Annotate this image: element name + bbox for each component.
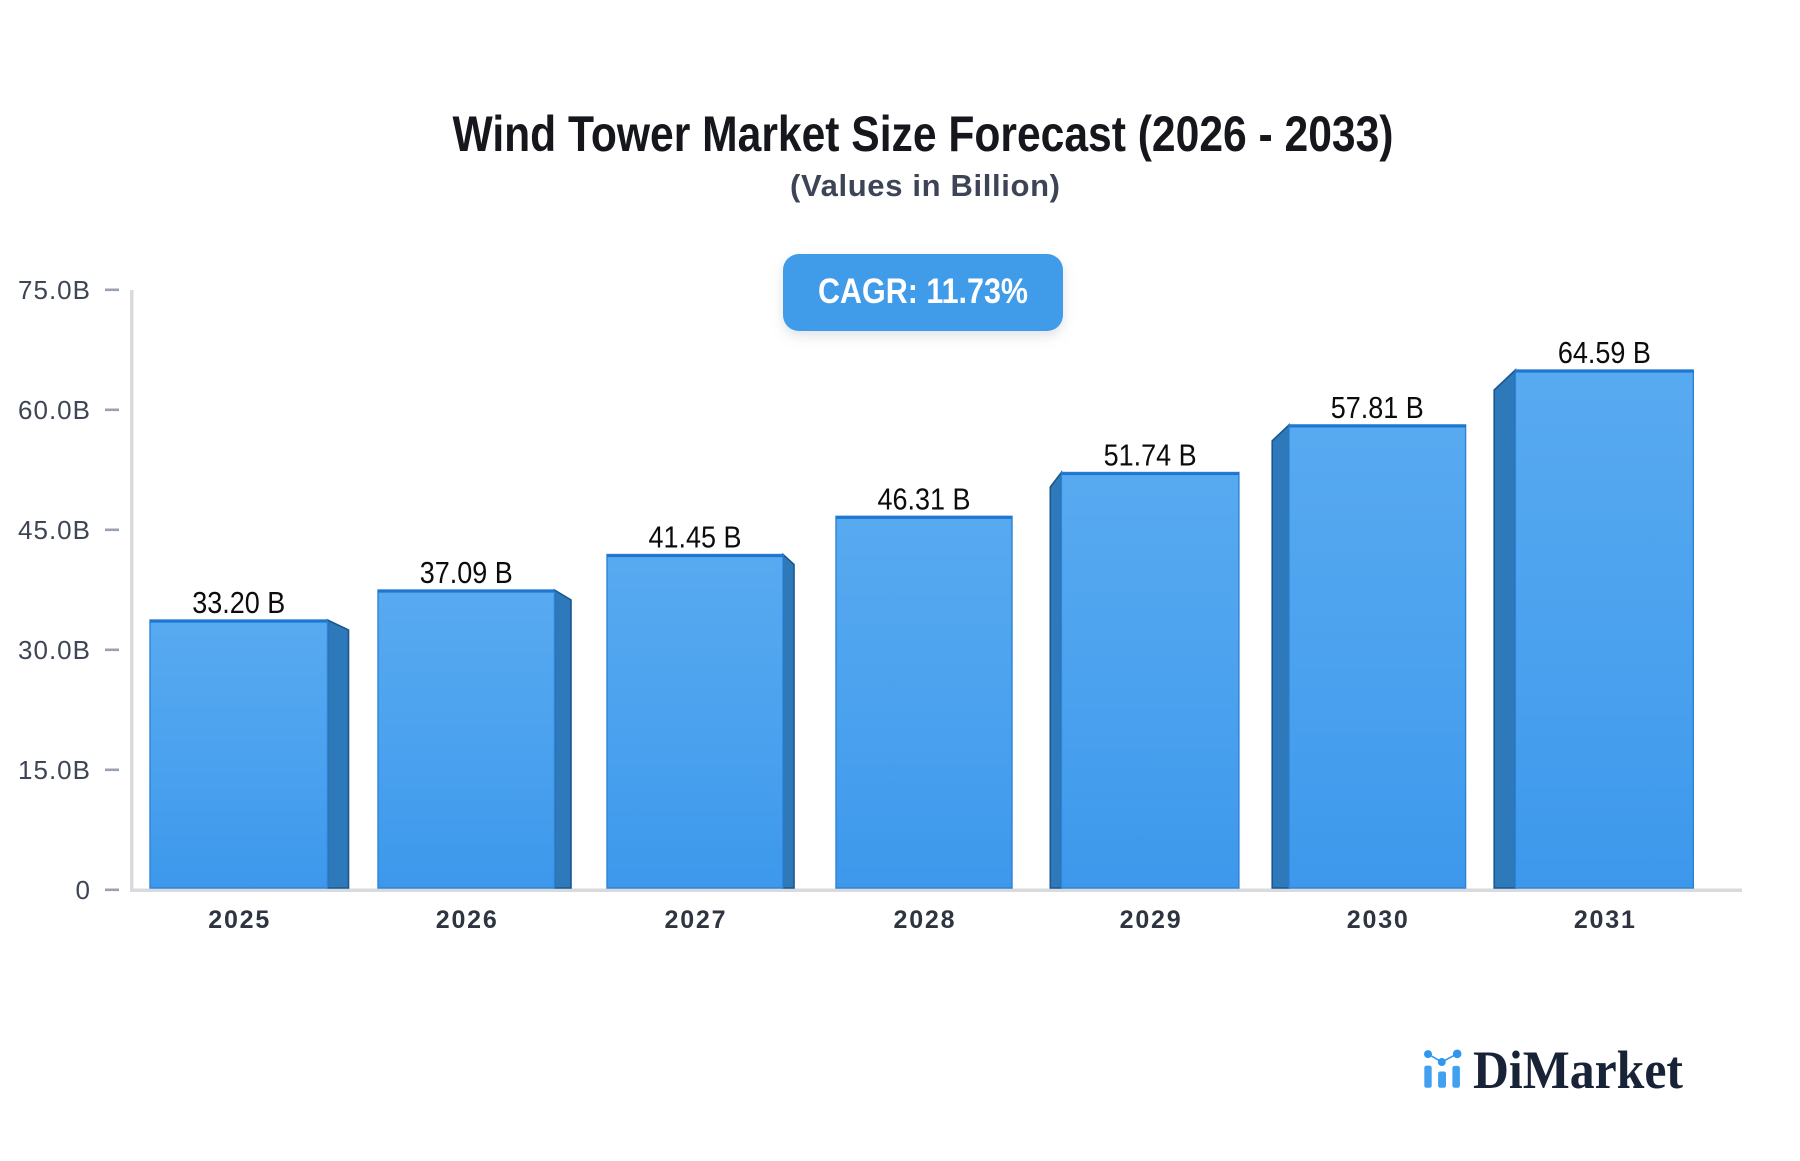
- svg-text:2030: 2030: [1347, 906, 1408, 934]
- svg-text:CAGR: 11.73%: CAGR: 11.73%: [818, 272, 1028, 311]
- svg-text:60.0B: 60.0B: [18, 395, 90, 425]
- svg-text:37.09 B: 37.09 B: [420, 555, 513, 590]
- svg-text:2026: 2026: [436, 906, 497, 934]
- svg-text:51.74 B: 51.74 B: [1104, 438, 1197, 473]
- svg-text:2027: 2027: [665, 906, 726, 934]
- svg-text:57.81 B: 57.81 B: [1331, 390, 1424, 425]
- svg-text:75.0B: 75.0B: [18, 275, 90, 305]
- svg-text:15.0B: 15.0B: [18, 755, 90, 785]
- svg-text:(Values in Billion): (Values in Billion): [790, 168, 1060, 203]
- svg-text:45.0B: 45.0B: [18, 515, 90, 545]
- svg-text:33.20 B: 33.20 B: [192, 585, 285, 620]
- svg-text:41.45 B: 41.45 B: [649, 520, 742, 555]
- svg-text:DiMarket: DiMarket: [1473, 1040, 1683, 1100]
- svg-text:2029: 2029: [1120, 906, 1181, 934]
- svg-text:2025: 2025: [208, 906, 269, 934]
- svg-text:0: 0: [76, 875, 90, 905]
- svg-text:46.31 B: 46.31 B: [878, 481, 971, 516]
- svg-text:2028: 2028: [894, 906, 955, 934]
- svg-text:64.59 B: 64.59 B: [1558, 335, 1651, 370]
- svg-text:30.0B: 30.0B: [18, 635, 90, 665]
- svg-text:2031: 2031: [1574, 906, 1635, 934]
- svg-text:Wind Tower Market Size Forecas: Wind Tower Market Size Forecast (2026 - …: [453, 106, 1394, 162]
